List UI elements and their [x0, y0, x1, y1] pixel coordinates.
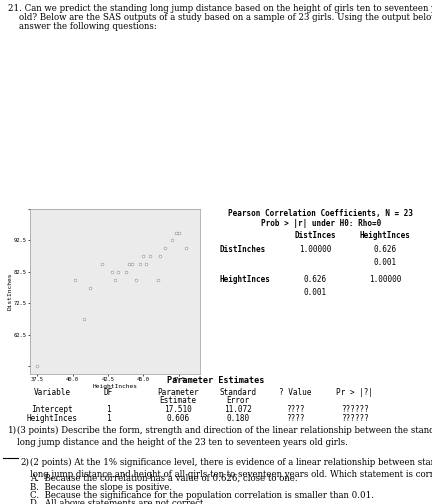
- Text: B.  Because the slope is positive.: B. Because the slope is positive.: [30, 482, 172, 491]
- Text: C.  Because the significance for the population correlation is smaller than 0.01: C. Because the significance for the popu…: [30, 491, 374, 500]
- Text: answer the following questions:: answer the following questions:: [8, 22, 157, 31]
- Text: 1: 1: [106, 405, 110, 414]
- Point: [109, 268, 116, 276]
- Text: 1): 1): [8, 426, 17, 435]
- Text: Error: Error: [226, 396, 250, 405]
- Text: Variable: Variable: [34, 388, 70, 397]
- Text: 1.00000: 1.00000: [299, 245, 331, 254]
- Y-axis label: DistInches: DistInches: [7, 273, 12, 310]
- Text: DistInches: DistInches: [220, 245, 266, 254]
- Text: ??????: ??????: [341, 405, 369, 414]
- Text: DistInces: DistInces: [294, 231, 336, 240]
- Text: 11.072: 11.072: [224, 405, 252, 414]
- Text: 1.00000: 1.00000: [369, 275, 401, 284]
- Point: [147, 252, 154, 260]
- Point: [111, 276, 118, 284]
- Point: [161, 244, 168, 253]
- Point: [126, 260, 133, 268]
- Text: 21. Can we predict the standing long jump distance based on the height of girls : 21. Can we predict the standing long jum…: [8, 4, 432, 13]
- Text: ??????: ??????: [341, 414, 369, 423]
- X-axis label: HeightInches: HeightInches: [92, 384, 137, 389]
- Text: DF: DF: [103, 388, 113, 397]
- Text: Standard: Standard: [219, 388, 257, 397]
- Text: 0.001: 0.001: [373, 258, 397, 267]
- Text: old? Below are the SAS outputs of a study based on a sample of 23 girls. Using t: old? Below are the SAS outputs of a stud…: [8, 13, 432, 22]
- Point: [133, 276, 140, 284]
- Point: [175, 228, 182, 236]
- Text: Parameter Estimates: Parameter Estimates: [167, 376, 265, 385]
- Text: ????: ????: [286, 414, 304, 423]
- Text: HeightInces: HeightInces: [220, 275, 271, 284]
- Text: 0.001: 0.001: [303, 288, 327, 297]
- Point: [86, 284, 93, 292]
- Text: 0.180: 0.180: [226, 414, 250, 423]
- Point: [143, 260, 149, 268]
- Point: [34, 362, 41, 370]
- Text: HeightInces: HeightInces: [26, 414, 77, 423]
- Text: Parameter: Parameter: [157, 388, 199, 397]
- Point: [137, 260, 144, 268]
- Point: [80, 315, 87, 323]
- Text: 2): 2): [20, 458, 29, 467]
- Text: Estimate: Estimate: [159, 396, 197, 405]
- Point: [123, 268, 130, 276]
- Point: [154, 276, 161, 284]
- Text: Pr > |?|: Pr > |?|: [337, 388, 374, 397]
- Text: 17.510: 17.510: [164, 405, 192, 414]
- Text: 0.626: 0.626: [303, 275, 327, 284]
- Text: (3 points) Describe the form, strength and direction of the linear relationship : (3 points) Describe the form, strength a…: [17, 426, 432, 447]
- Point: [182, 244, 189, 253]
- Text: 1: 1: [106, 414, 110, 423]
- Text: A.  Because the correlation has a value of 0.626, close to one.: A. Because the correlation has a value o…: [30, 474, 298, 483]
- Point: [99, 260, 106, 268]
- Text: 0.606: 0.606: [166, 414, 190, 423]
- Text: Intercept: Intercept: [31, 405, 73, 414]
- Point: [114, 268, 121, 276]
- Point: [129, 260, 136, 268]
- Text: D.  All above statements are not correct.: D. All above statements are not correct.: [30, 499, 206, 504]
- Text: (2 points) At the 1% significance level, there is evidence of a linear relations: (2 points) At the 1% significance level,…: [30, 458, 432, 479]
- Point: [157, 252, 164, 260]
- Point: [168, 236, 175, 244]
- Text: ????: ????: [286, 405, 304, 414]
- Point: [172, 228, 179, 236]
- Text: 0.626: 0.626: [373, 245, 397, 254]
- Text: HeightInces: HeightInces: [359, 231, 410, 240]
- Point: [72, 276, 79, 284]
- Text: ? Value: ? Value: [279, 388, 311, 397]
- Text: Pearson Correlation Coefficients, N = 23: Pearson Correlation Coefficients, N = 23: [229, 209, 413, 218]
- Point: [140, 252, 147, 260]
- Text: Prob > |r| under H0: Rho=0: Prob > |r| under H0: Rho=0: [261, 219, 381, 228]
